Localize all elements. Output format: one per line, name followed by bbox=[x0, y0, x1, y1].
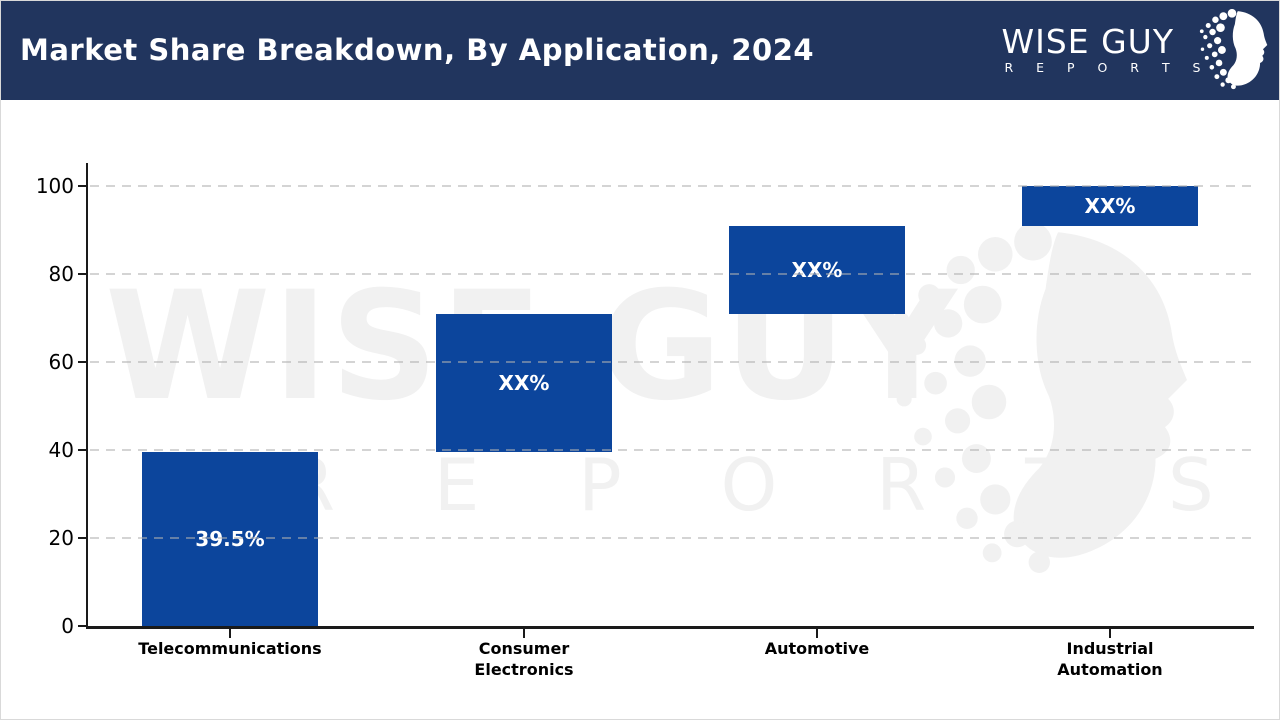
x-category-label: Consumer Electronics bbox=[474, 639, 574, 679]
y-axis-spine bbox=[86, 163, 88, 629]
gridline-20 bbox=[90, 537, 1255, 539]
chart-title: Market Share Breakdown, By Application, … bbox=[20, 33, 815, 67]
gridline-40 bbox=[90, 449, 1255, 451]
brand-logo: WISE GUY R E P O R T S bbox=[1001, 0, 1268, 100]
x-tick-mark bbox=[523, 629, 525, 638]
x-axis-line bbox=[86, 626, 1254, 629]
bar-segment: XX% bbox=[436, 313, 612, 453]
y-tick-label: 60 bbox=[48, 350, 74, 374]
x-category-label: Industrial Automation bbox=[1057, 639, 1163, 679]
gridline-100 bbox=[90, 185, 1255, 187]
y-tick-mark bbox=[78, 449, 86, 451]
x-tick-mark bbox=[1109, 629, 1111, 638]
header-bar: Market Share Breakdown, By Application, … bbox=[0, 0, 1280, 100]
bar-value-label: XX% bbox=[498, 370, 550, 395]
y-tick-label: 20 bbox=[48, 526, 74, 550]
bar-segment: XX% bbox=[1022, 186, 1198, 226]
y-tick-label: 40 bbox=[48, 438, 74, 462]
bar-value-label: XX% bbox=[791, 257, 843, 282]
y-tick-mark bbox=[78, 361, 86, 363]
dotted-head-logo-icon bbox=[1199, 9, 1268, 90]
y-tick-mark bbox=[78, 537, 86, 539]
bar-segment: XX% bbox=[729, 225, 905, 314]
y-tick-mark bbox=[78, 185, 86, 187]
y-tick-label: 100 bbox=[35, 174, 74, 198]
gridline-80 bbox=[90, 273, 1255, 275]
brand-subtitle: R E P O R T S bbox=[1004, 60, 1210, 76]
brand-name: WISE GUY bbox=[1001, 21, 1174, 61]
y-tick-mark bbox=[78, 273, 86, 275]
bar-value-label: 39.5% bbox=[195, 527, 265, 552]
brand-logo-text: WISE GUY R E P O R T S bbox=[1001, 21, 1210, 76]
x-category-label: Automotive bbox=[764, 639, 870, 658]
x-tick-mark bbox=[229, 629, 231, 638]
y-tick-label: 0 bbox=[61, 614, 74, 638]
y-tick-label: 80 bbox=[48, 262, 74, 286]
bar-value-label: XX% bbox=[1084, 193, 1136, 218]
gridline-60 bbox=[90, 361, 1255, 363]
x-category-label: Telecommunications bbox=[138, 639, 322, 658]
x-tick-mark bbox=[816, 629, 818, 638]
bar-segment: 39.5% bbox=[142, 452, 318, 626]
y-tick-mark bbox=[78, 625, 86, 627]
